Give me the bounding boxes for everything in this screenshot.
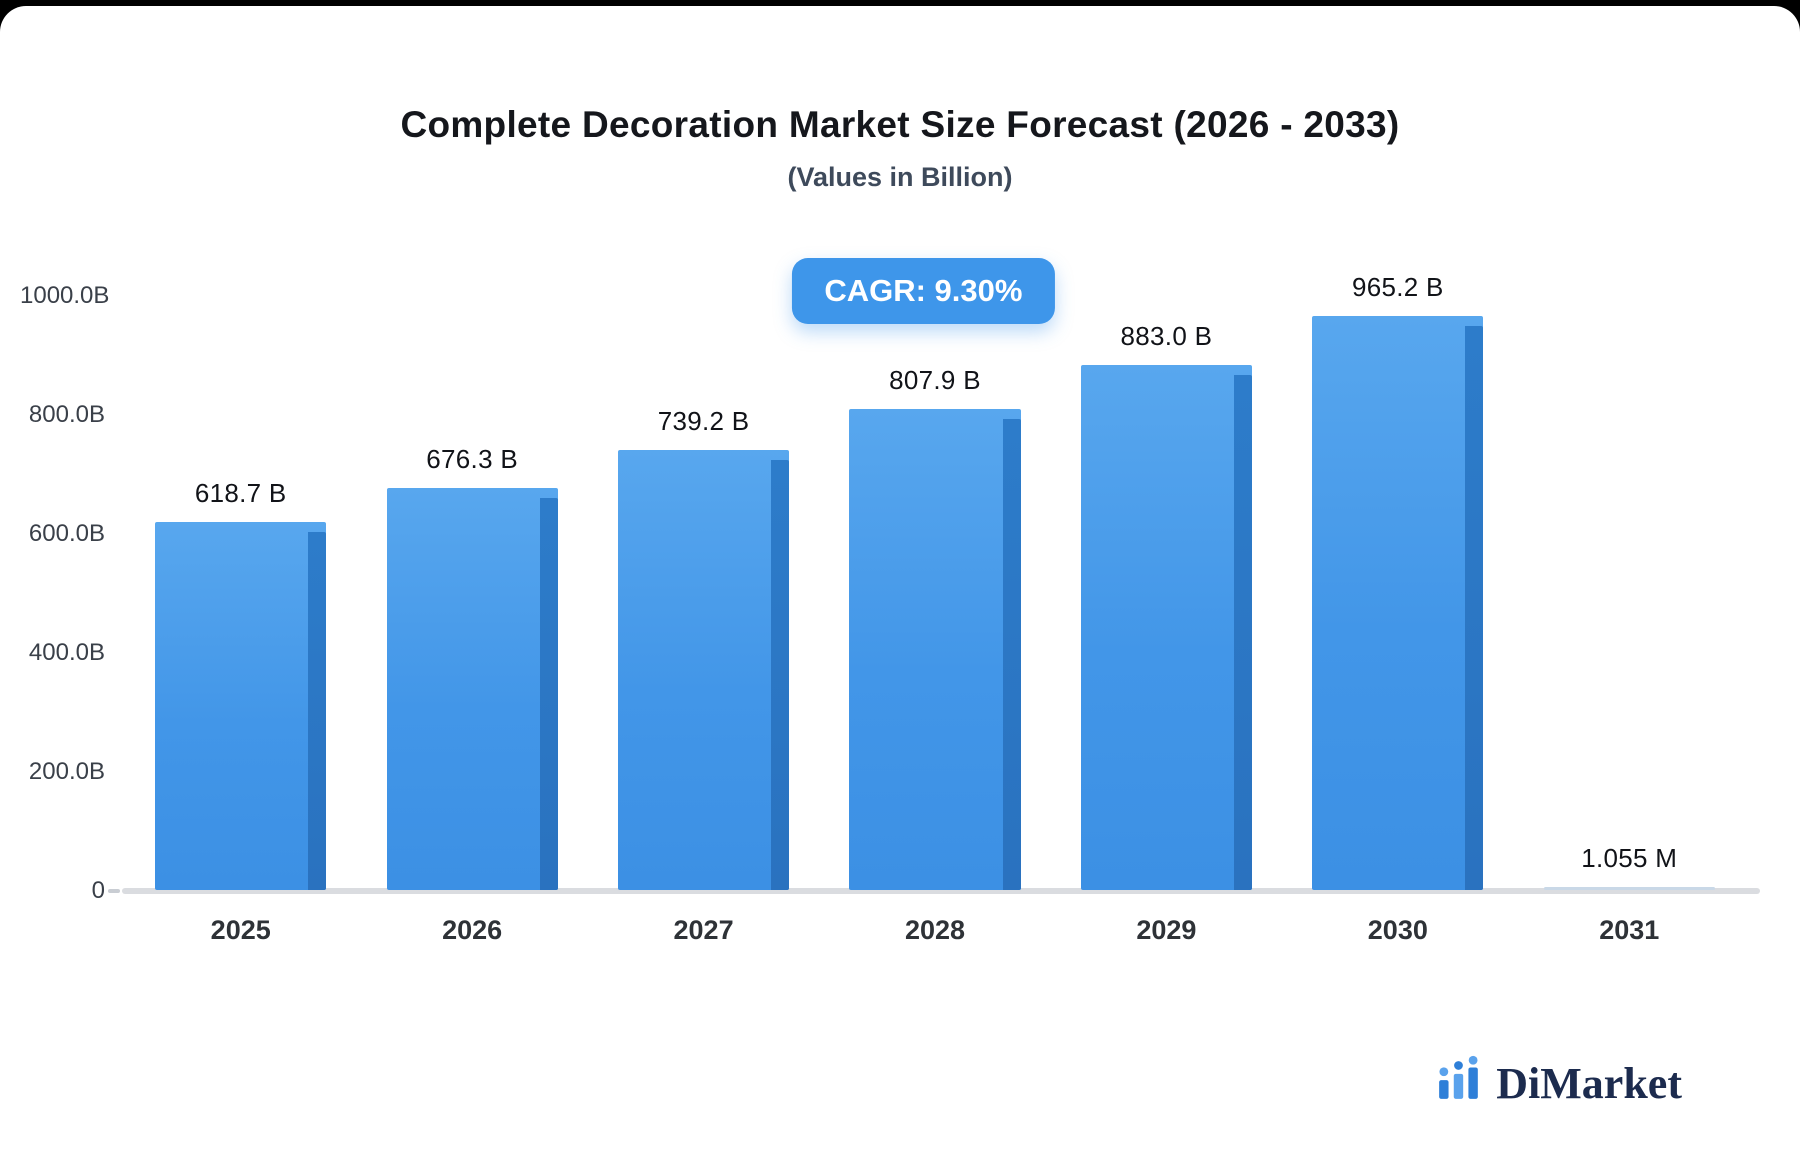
bar-2028 <box>849 409 1021 890</box>
bar-value-label: 807.9 B <box>889 365 981 396</box>
dimarket-logo[interactable]: DiMarket <box>1436 1055 1682 1106</box>
y-axis: 1000.0B 800.0B 600.0B 400.0B 200.0B 0 <box>20 266 110 904</box>
x-axis-category-label: 2028 <box>904 915 966 945</box>
bar-column-2028: 807.9 B 2028 <box>819 266 1050 945</box>
bar-2026 <box>386 487 559 891</box>
x-axis-category-label: 2031 <box>1599 915 1660 945</box>
bar-value-label: 618.7 B <box>194 477 287 508</box>
bar-column-2029: 883.0 B 2029 <box>1051 266 1282 945</box>
x-axis-category-label: 2029 <box>1136 915 1197 945</box>
x-axis-baseline <box>122 888 1760 894</box>
y-tick-label: 400.0B <box>28 639 105 666</box>
bar-value-label: 1.055 M <box>1581 843 1678 873</box>
bar-value-label: 883.0 B <box>1120 320 1213 351</box>
bar-value-label: 739.2 B <box>657 406 750 437</box>
bar-chart: 1000.0B 800.0B 600.0B 400.0B 200.0B 0 618.7 B… <box>20 266 1760 1006</box>
bar-chart-logo-icon <box>1436 1055 1482 1106</box>
bar-2027 <box>617 450 790 890</box>
bar-value-label: 965.2 B <box>1351 271 1444 302</box>
chart-card: Complete Decoration Market Size Forecast… <box>0 6 1800 1156</box>
x-axis-category-label: 2026 <box>442 915 503 945</box>
bar-column-2031: 1.055 M 2031 <box>1514 266 1745 945</box>
bar-column-2027: 739.2 B 2027 <box>588 266 819 945</box>
cagr-badge: CAGR: 9.30% <box>792 258 1055 324</box>
plot-area: 618.7 B 2025 676.3 B 2026 739.2 B 2027 807.9 B… <box>125 266 1745 945</box>
chart-subtitle: (Values in Billion) <box>787 162 1013 192</box>
x-axis-category-label: 2025 <box>210 915 271 945</box>
bar-2031 <box>1543 887 1715 890</box>
bar-column-2030: 965.2 B 2030 <box>1282 266 1513 945</box>
chart-title: Complete Decoration Market Size Forecast… <box>400 104 1400 145</box>
bar-value-label: 676.3 B <box>426 443 518 474</box>
bar-2025 <box>155 521 327 891</box>
zero-tick-mark <box>108 889 120 893</box>
y-tick-label: 0 <box>91 877 105 904</box>
y-tick-label: 1000.0B <box>20 282 110 309</box>
bar-2030 <box>1312 315 1484 891</box>
bar-column-2025: 618.7 B 2025 <box>125 266 356 945</box>
logo-wordmark: DiMarket <box>1496 1059 1682 1108</box>
bar-2029 <box>1080 364 1253 891</box>
y-tick-label: 200.0B <box>28 758 105 785</box>
bar-column-2026: 676.3 B 2026 <box>356 266 587 945</box>
x-axis-category-label: 2027 <box>673 915 734 945</box>
y-tick-label: 800.0B <box>28 401 105 428</box>
x-axis-category-label: 2030 <box>1367 915 1428 945</box>
y-tick-label: 600.0B <box>28 520 105 547</box>
